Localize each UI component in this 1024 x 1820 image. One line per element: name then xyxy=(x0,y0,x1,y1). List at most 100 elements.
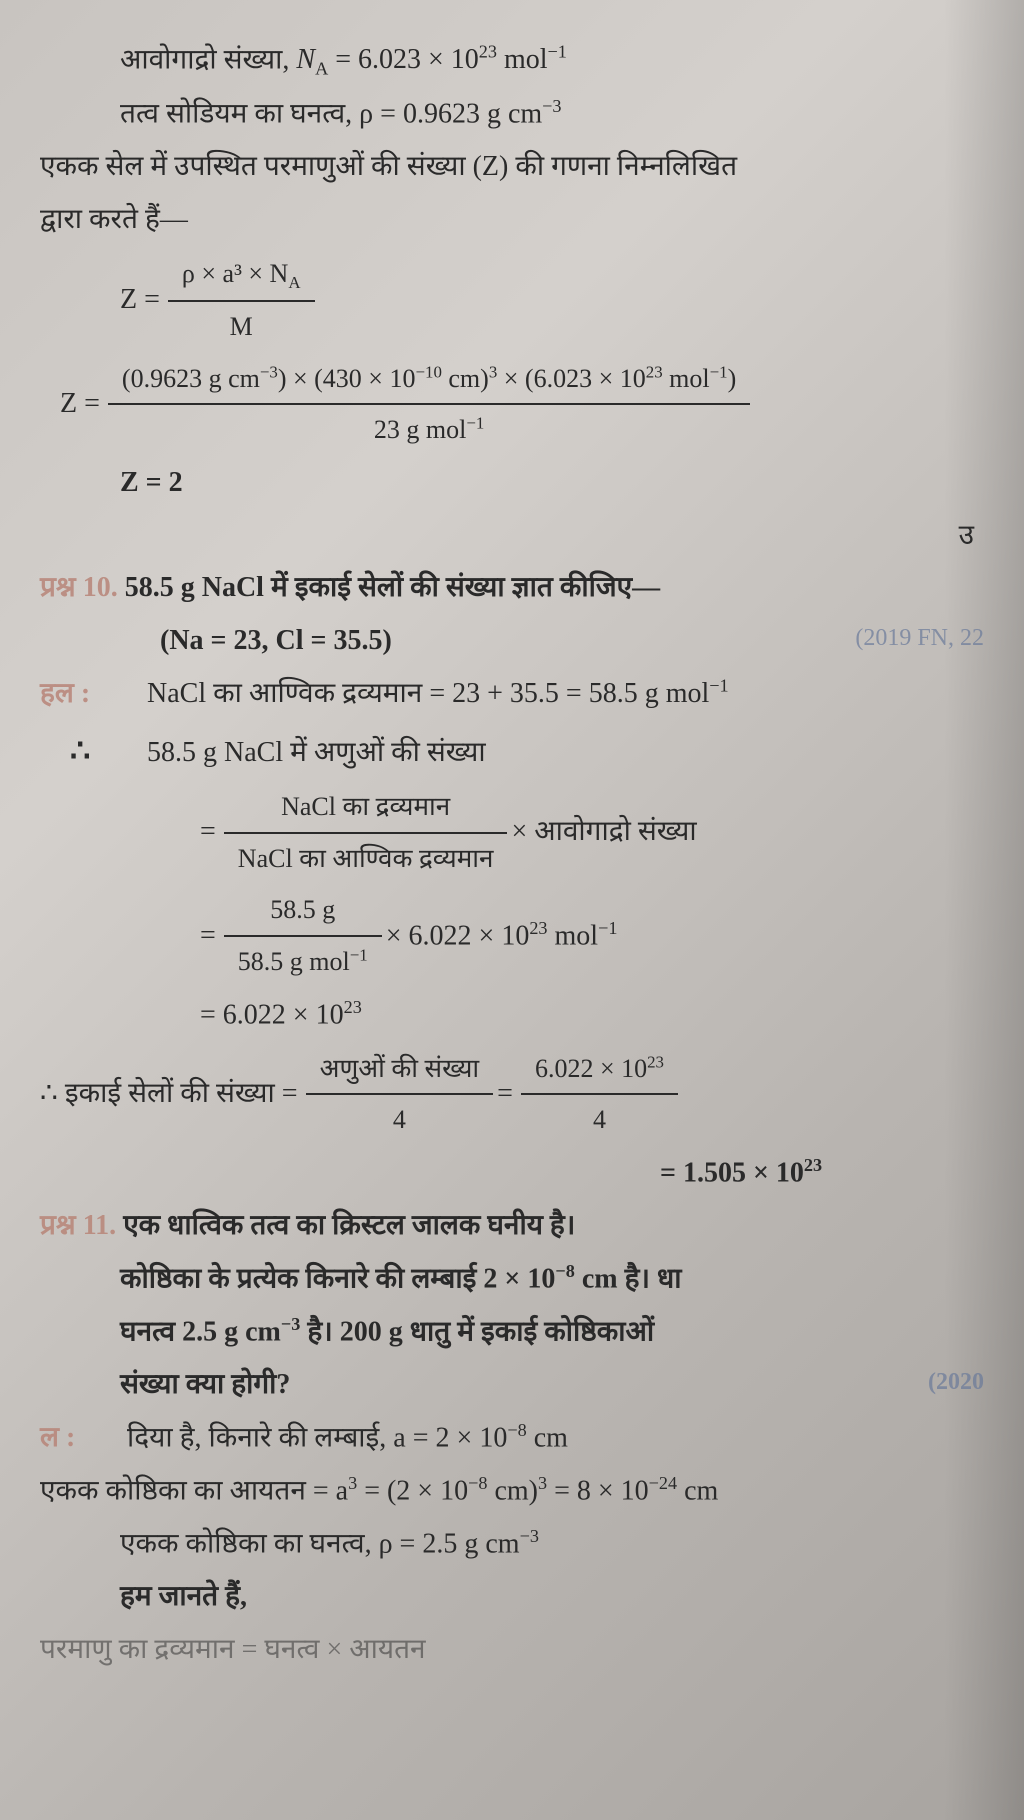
s: −1 xyxy=(710,362,728,381)
q11-l3: घनत्व 2.5 g cm−3 है। 200 g धातु में इकाई… xyxy=(40,1310,984,1355)
denominator: NaCl का आण्विक द्रव्यमान xyxy=(224,834,508,880)
sol10-label: हल : xyxy=(40,672,140,717)
fraction: ρ × a³ × NA M xyxy=(168,253,315,348)
q11-label: प्रश्न 11. xyxy=(40,1210,116,1241)
sol10-frac2: = 58.5 g 58.5 g mol−1 × 6.022 × 1023 mol… xyxy=(40,889,984,982)
denominator: M xyxy=(168,302,315,348)
p: 6.022 × 10 xyxy=(535,1054,647,1083)
s: −8 xyxy=(507,1420,526,1440)
p: × (6.023 × 10 xyxy=(497,364,645,393)
s: −10 xyxy=(415,362,441,381)
mol-count-text: 58.5 g NaCl में अणुओं की संख्या xyxy=(147,737,486,768)
p: × 6.022 × 10 xyxy=(386,920,530,951)
q10-text: 58.5 g NaCl में इकाई सेलों की संख्या ज्ञ… xyxy=(125,572,660,603)
den-text: 23 g mol xyxy=(374,415,466,444)
intro-line3: एकक सेल में उपस्थित परमाणुओं की संख्या (… xyxy=(40,145,984,190)
s: −1 xyxy=(598,918,617,938)
text: NA = 6.023 × 1023 mol−1 xyxy=(296,44,567,75)
fraction: NaCl का द्रव्यमान NaCl का आण्विक द्रव्यम… xyxy=(224,786,508,879)
sub: A xyxy=(315,59,328,79)
sup: −1 xyxy=(548,42,567,62)
p: mol xyxy=(663,364,710,393)
sol10-row1: हल : NaCl का आण्विक द्रव्यमान = 23 + 35.… xyxy=(40,672,984,717)
text: = 6.022 × 10 xyxy=(200,999,344,1030)
unit: mol xyxy=(497,44,548,75)
sol11-given: ल : दिया है, किनारे की लम्बाई, a = 2 × 1… xyxy=(40,1416,984,1461)
numerator: (0.9623 g cm−3) × (430 × 10−10 cm)3 × (6… xyxy=(108,358,750,406)
lhs: Z = xyxy=(60,382,100,427)
fraction-1: अणुओं की संख्या 4 xyxy=(306,1048,494,1141)
q11-l4: संख्या क्या होगी? xyxy=(120,1369,290,1400)
sub: A xyxy=(288,273,300,292)
sup: −1 xyxy=(709,676,728,696)
marginal-char: उ xyxy=(40,514,984,559)
q11-year: (2020 xyxy=(928,1363,984,1401)
equals: = xyxy=(200,810,216,855)
q10-given-row: (Na = 23, Cl = 35.5) (2019 FN, 22 xyxy=(40,619,984,664)
q11-l2: कोष्ठिका के प्रत्येक किनारे की लम्बाई 2 … xyxy=(40,1257,984,1302)
fraction-2: 6.022 × 1023 4 xyxy=(521,1048,678,1141)
p: एकक कोष्ठिका का आयतन = a xyxy=(40,1475,348,1506)
den-text: 58.5 g mol xyxy=(238,947,350,976)
sup: −1 xyxy=(466,414,484,433)
denominator: 23 g mol−1 xyxy=(108,405,750,451)
equals: = xyxy=(200,914,216,959)
p: cm है। धा xyxy=(575,1263,682,1294)
sol10-frac1: = NaCl का द्रव्यमान NaCl का आण्विक द्रव्… xyxy=(40,786,984,879)
avogadro-line: आवोगाद्रो संख्या, NA = 6.023 × 1023 mol−… xyxy=(40,38,984,84)
fraction: (0.9623 g cm−3) × (430 × 10−10 cm)3 × (6… xyxy=(108,358,750,451)
num-text: ρ × a³ × N xyxy=(182,259,288,288)
sup: 23 xyxy=(479,42,497,62)
p: घनत्व 2.5 g cm xyxy=(120,1316,281,1347)
therefore-symbol: ∴ xyxy=(40,725,140,776)
fraction: 58.5 g 58.5 g mol−1 xyxy=(224,889,382,982)
text: तत्व सोडियम का घनत्व, ρ = 0.9623 g cm xyxy=(120,98,542,129)
p: mol xyxy=(548,920,599,951)
sup: 23 xyxy=(344,997,362,1017)
denominator: 4 xyxy=(306,1095,494,1141)
unit-cells-equation: ∴ इकाई सेलों की संख्या = अणुओं की संख्या… xyxy=(40,1048,984,1141)
p: कोष्ठिका के प्रत्येक किनारे की लम्बाई 2 … xyxy=(120,1263,555,1294)
z-result: Z = 2 xyxy=(40,461,984,506)
p: = (2 × 10 xyxy=(357,1475,468,1506)
sup: −3 xyxy=(542,96,561,116)
s: −3 xyxy=(520,1526,539,1546)
formula-z-numeric: Z = (0.9623 g cm−3) × (430 × 10−10 cm)3 … xyxy=(40,358,984,451)
p: ) × (430 × 10 xyxy=(278,364,416,393)
numerator: NaCl का द्रव्यमान xyxy=(224,786,508,834)
p: दिया है, किनारे की लम्बाई, a = 2 × 10 xyxy=(127,1422,507,1453)
lhs: ∴ इकाई सेलों की संख्या = xyxy=(40,1072,298,1117)
s: −3 xyxy=(260,362,278,381)
post: × 6.022 × 1023 mol−1 xyxy=(386,914,618,959)
text: = 1.505 × 10 xyxy=(660,1157,804,1188)
question-11: प्रश्न 11. एक धात्विक तत्व का क्रिस्टल ज… xyxy=(40,1204,984,1249)
numerator: 6.022 × 1023 xyxy=(521,1048,678,1096)
formula-z-symbolic: Z = ρ × a³ × NA M xyxy=(40,253,984,348)
intro-line4: द्वारा करते हैं— xyxy=(40,198,984,243)
p: है। 200 g धातु में इकाई कोष्ठिकाओं xyxy=(300,1316,654,1347)
sol11-last: परमाणु का द्रव्यमान = घनत्व × आयतन xyxy=(40,1628,984,1673)
q11-l1: एक धात्विक तत्व का क्रिस्टल जालक घनीय है… xyxy=(123,1210,575,1241)
s: 23 xyxy=(647,1052,664,1071)
p: = 8 × 10 xyxy=(547,1475,649,1506)
lhs: Z = xyxy=(120,278,160,323)
s: 3 xyxy=(348,1473,357,1493)
textbook-content: आवोगाद्रो संख्या, NA = 6.023 × 1023 mol−… xyxy=(40,38,984,1673)
molar-mass-text: NaCl का आण्विक द्रव्यमान = 23 + 35.5 = 5… xyxy=(147,678,729,709)
p: एकक कोष्ठिका का घनत्व, ρ = 2.5 g cm xyxy=(120,1529,520,1560)
sol10-mol-result: = 6.022 × 1023 xyxy=(40,993,984,1038)
q10-year: (2019 FN, 22 xyxy=(855,619,984,657)
q10-given: (Na = 23, Cl = 35.5) xyxy=(160,625,392,656)
unit-cells-answer: = 1.505 × 1023 xyxy=(40,1151,984,1196)
s: 23 xyxy=(646,362,663,381)
sol11-volume: एकक कोष्ठिका का आयतन = a3 = (2 × 10−8 cm… xyxy=(40,1469,984,1514)
p: cm xyxy=(677,1475,718,1506)
s: −3 xyxy=(281,1314,300,1334)
val: = 6.023 × 10 xyxy=(335,44,479,75)
density-line: तत्व सोडियम का घनत्व, ρ = 0.9623 g cm−3 xyxy=(40,92,984,137)
p: (0.9623 g cm xyxy=(122,364,260,393)
q10-label: प्रश्न 10. xyxy=(40,572,118,603)
sup: 23 xyxy=(804,1155,822,1175)
s: −8 xyxy=(468,1473,487,1493)
question-10: प्रश्न 10. 58.5 g NaCl में इकाई सेलों की… xyxy=(40,566,984,611)
